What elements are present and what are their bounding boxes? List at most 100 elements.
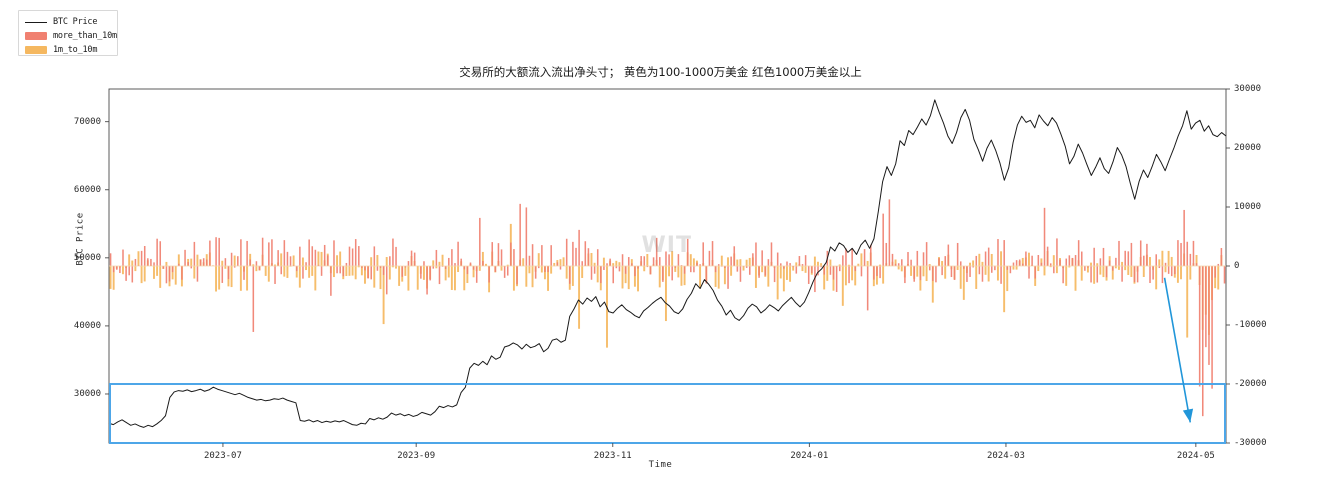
bar-more-than-10m (199, 259, 202, 266)
bar-1m-to-10m (336, 255, 339, 266)
btc-price-line (108, 99, 1227, 428)
bar-1m-to-10m (373, 266, 376, 288)
bar-more-than-10m (975, 255, 978, 266)
bar-more-than-10m (423, 261, 425, 266)
bar-1m-to-10m (578, 266, 581, 329)
bar-1m-to-10m (1155, 266, 1158, 290)
bar-1m-to-10m (196, 254, 199, 266)
bar-1m-to-10m (404, 266, 407, 276)
bar-1m-to-10m (779, 266, 782, 279)
bar-more-than-10m (1028, 266, 1030, 279)
bar-more-than-10m (224, 258, 227, 266)
bar-more-than-10m (333, 240, 335, 266)
bar-1m-to-10m (485, 263, 487, 266)
bar-more-than-10m (804, 255, 807, 266)
bar-1m-to-10m (658, 266, 661, 288)
bar-more-than-10m (271, 239, 273, 266)
bar-more-than-10m (153, 262, 155, 266)
bar-more-than-10m (444, 266, 447, 270)
bar-more-than-10m (299, 246, 301, 266)
bar-1m-to-10m (112, 266, 115, 290)
bar-more-than-10m (156, 238, 158, 266)
bar-more-than-10m (795, 266, 798, 274)
bar-1m-to-10m (671, 251, 674, 266)
y-tick-right: 20000 (1234, 143, 1262, 153)
bar-1m-to-10m (177, 254, 180, 266)
bar-more-than-10m (1096, 266, 1099, 283)
bar-more-than-10m (969, 266, 971, 277)
bar-1m-to-10m (813, 256, 816, 266)
bar-more-than-10m (218, 237, 220, 266)
bar-more-than-10m (1161, 266, 1164, 284)
bar-1m-to-10m (996, 266, 999, 281)
bar-more-than-10m (925, 242, 928, 266)
bar-1m-to-10m (602, 257, 605, 266)
bar-1m-to-10m (122, 266, 124, 275)
bar-1m-to-10m (882, 266, 885, 284)
bar-more-than-10m (693, 266, 695, 273)
bar-1m-to-10m (156, 266, 159, 276)
bar-1m-to-10m (621, 266, 624, 289)
bar-more-than-10m (112, 266, 115, 273)
bar-more-than-10m (395, 246, 397, 266)
bar-more-than-10m (373, 246, 376, 266)
bar-more-than-10m (950, 266, 953, 278)
bar-more-than-10m (119, 266, 121, 274)
bar-more-than-10m (820, 266, 822, 268)
bar-more-than-10m (581, 261, 583, 266)
bar-more-than-10m (807, 266, 810, 284)
bar-more-than-10m (733, 246, 736, 266)
bar-more-than-10m (767, 259, 770, 266)
bar-more-than-10m (941, 266, 943, 276)
bar-more-than-10m (727, 266, 729, 289)
y-tick-right: -10000 (1234, 320, 1267, 330)
bar-1m-to-10m (463, 266, 466, 291)
bar-1m-to-10m (1086, 266, 1089, 273)
y-tick-right: 10000 (1234, 202, 1262, 212)
bar-1m-to-10m (646, 253, 649, 266)
bar-more-than-10m (1037, 255, 1040, 266)
bar-1m-to-10m (547, 266, 550, 291)
bar-1m-to-10m (512, 266, 515, 291)
bar-more-than-10m (1102, 247, 1105, 266)
bar-more-than-10m (327, 255, 329, 266)
bar-more-than-10m (479, 217, 481, 266)
bar-more-than-10m (150, 258, 152, 266)
bar-more-than-10m (640, 256, 642, 266)
bar-1m-to-10m (481, 251, 484, 266)
bar-more-than-10m (761, 250, 763, 266)
bar-more-than-10m (690, 266, 692, 273)
bar-more-than-10m (1049, 263, 1052, 266)
bar-more-than-10m (516, 266, 518, 285)
bar-1m-to-10m (717, 266, 720, 289)
bar-1m-to-10m (1028, 252, 1030, 266)
bar-1m-to-10m (1065, 266, 1068, 286)
bar-more-than-10m (1056, 238, 1058, 266)
bar-more-than-10m (752, 253, 754, 266)
bar-more-than-10m (618, 266, 621, 272)
watermark-text: WIT (641, 233, 692, 258)
bar-1m-to-10m (466, 266, 469, 284)
bar-1m-to-10m (540, 266, 543, 273)
bar-1m-to-10m (674, 266, 677, 272)
bar-1m-to-10m (581, 266, 584, 278)
bar-1m-to-10m (978, 253, 981, 266)
bar-more-than-10m (351, 248, 354, 266)
bar-more-than-10m (494, 266, 497, 272)
bar-more-than-10m (1170, 266, 1173, 277)
bar-more-than-10m (1034, 266, 1036, 279)
bar-1m-to-10m (643, 266, 646, 272)
bar-more-than-10m (851, 249, 853, 266)
bar-more-than-10m (624, 266, 627, 274)
bar-1m-to-10m (590, 252, 593, 266)
legend-line-swatch (25, 18, 47, 26)
bar-more-than-10m (1127, 251, 1130, 266)
legend-label: 1m_to_10m (53, 44, 98, 55)
bar-more-than-10m (230, 252, 233, 266)
bar-1m-to-10m (298, 266, 301, 288)
bar-more-than-10m (600, 266, 602, 284)
bar-1m-to-10m (990, 253, 993, 266)
bar-1m-to-10m (398, 266, 401, 286)
